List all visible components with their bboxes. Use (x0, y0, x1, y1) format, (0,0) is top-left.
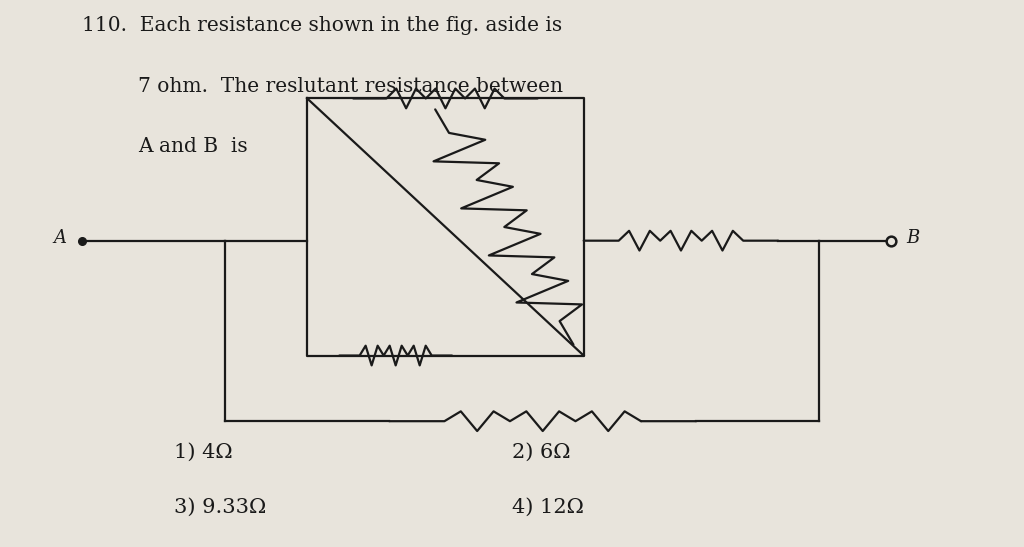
Text: 7 ohm.  The reslutant resistance between: 7 ohm. The reslutant resistance between (138, 77, 563, 96)
Text: 110.  Each resistance shown in the fig. aside is: 110. Each resistance shown in the fig. a… (82, 16, 562, 36)
Text: 1) 4Ω: 1) 4Ω (174, 443, 232, 462)
Text: 4) 12Ω: 4) 12Ω (512, 498, 584, 517)
Text: 2) 6Ω: 2) 6Ω (512, 443, 570, 462)
Text: 3) 9.33Ω: 3) 9.33Ω (174, 498, 266, 517)
Text: A and B  is: A and B is (138, 137, 248, 156)
Text: A: A (53, 229, 67, 247)
Text: B: B (906, 229, 920, 247)
